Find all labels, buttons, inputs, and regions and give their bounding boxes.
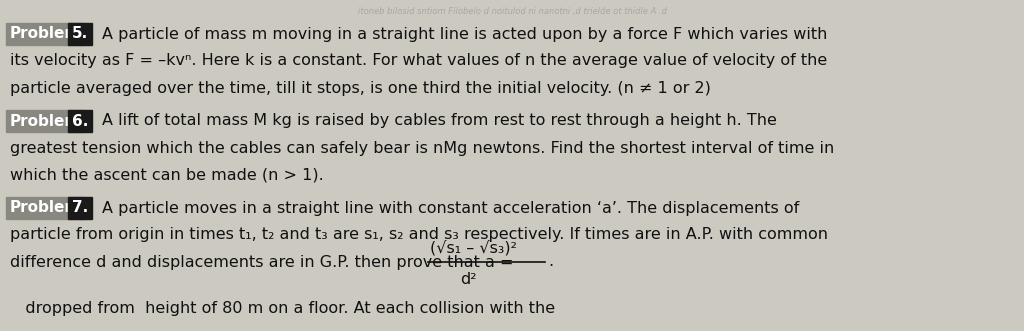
Text: difference d and displacements are in G.P. then prove that a =: difference d and displacements are in G.… bbox=[10, 255, 513, 269]
Text: particle from origin in times t₁, t₂ and t₃ are s₁, s₂ and s₃ respectively. If t: particle from origin in times t₁, t₂ and… bbox=[10, 227, 828, 243]
Text: dropped from  height of 80 m on a floor. At each collision with the: dropped from height of 80 m on a floor. … bbox=[10, 301, 555, 315]
Text: greatest tension which the cables can safely bear is nMg newtons. Find the short: greatest tension which the cables can sa… bbox=[10, 140, 835, 156]
Text: which the ascent can be made (n > 1).: which the ascent can be made (n > 1). bbox=[10, 167, 324, 182]
Text: itoneb bilosid sntiom Filobelo d noitulod ni nanotni ,d trielde ot thidle A .d: itoneb bilosid sntiom Filobelo d noitulo… bbox=[357, 7, 667, 16]
Text: .: . bbox=[548, 255, 553, 269]
Text: its velocity as F = –kvⁿ. Here k is a constant. For what values of n the average: its velocity as F = –kvⁿ. Here k is a co… bbox=[10, 54, 827, 69]
Text: A particle moves in a straight line with constant acceleration ‘a’. The displace: A particle moves in a straight line with… bbox=[102, 201, 800, 215]
Text: 7.: 7. bbox=[72, 201, 88, 215]
Text: A particle of mass m moving in a straight line is acted upon by a force F which : A particle of mass m moving in a straigh… bbox=[102, 26, 827, 41]
Text: 6.: 6. bbox=[72, 114, 88, 128]
Text: 5.: 5. bbox=[72, 26, 88, 41]
Text: A lift of total mass M kg is raised by cables from rest to rest through a height: A lift of total mass M kg is raised by c… bbox=[102, 114, 777, 128]
Text: (√s₁ – √s₃)²: (√s₁ – √s₃)² bbox=[430, 240, 517, 256]
Text: Problem: Problem bbox=[10, 26, 81, 41]
Text: particle averaged over the time, till it stops, is one third the initial velocit: particle averaged over the time, till it… bbox=[10, 80, 711, 96]
Text: d²: d² bbox=[460, 272, 476, 288]
Text: Problem: Problem bbox=[10, 201, 81, 215]
Text: Problem: Problem bbox=[10, 114, 81, 128]
